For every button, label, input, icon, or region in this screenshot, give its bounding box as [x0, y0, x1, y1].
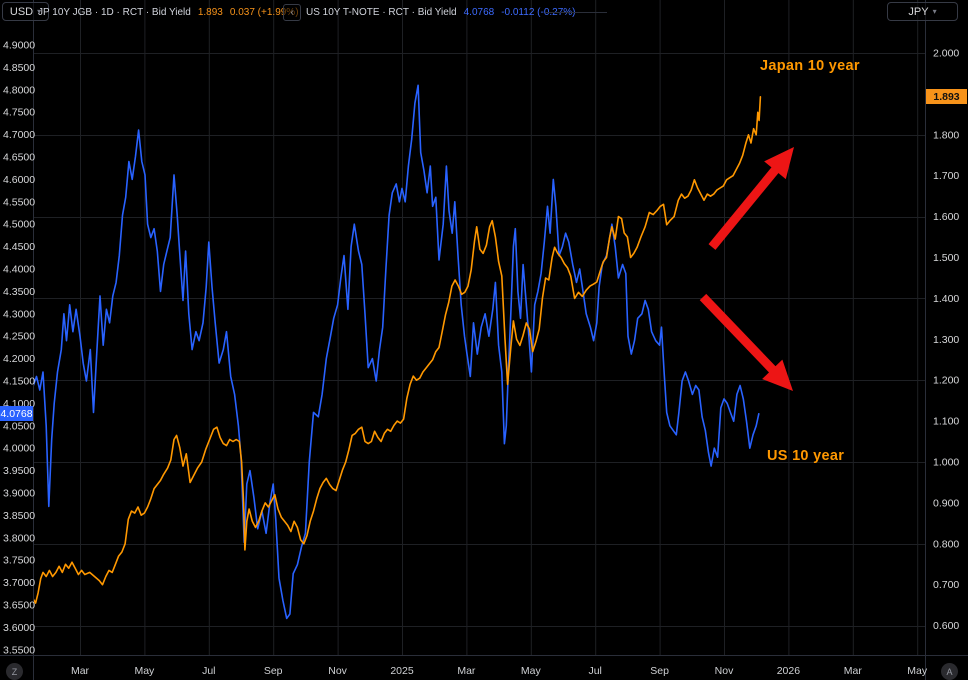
left-axis-tick-label: 4.8000 [3, 84, 35, 96]
right-axis-tick-label: 2.000 [933, 48, 959, 60]
left-axis-tick-label: 3.5500 [3, 644, 35, 656]
time-axis-tick-label: 2025 [390, 665, 414, 677]
left-price-axis[interactable]: 4.9000 4.8500 4.8000 4.7500 4.7000 4.6500 4.60… [3, 40, 35, 657]
left-axis-tick-label: 4.4500 [3, 241, 35, 253]
japan-10-year-annotation[interactable]: Japan 10 year [760, 58, 860, 74]
time-axis-tick-label: Nov [715, 665, 734, 677]
left-axis-tick-label: 4.3500 [3, 286, 35, 298]
left-axis-tick-label: 3.7000 [3, 577, 35, 589]
left-currency-label: USD [9, 5, 34, 18]
autoscale-button[interactable]: A [941, 663, 958, 680]
right-axis-tick-label: 1.400 [933, 293, 959, 305]
left-axis-tick-label: 4.2500 [3, 331, 35, 343]
right-axis-tick-label: 0.800 [933, 538, 959, 550]
left-axis-currency-button[interactable]: USD ▾ [2, 2, 49, 21]
time-axis[interactable]: Mar May Jul Sep Nov 2025 Mar May Jul Sep Nov 2026 Ma… [71, 665, 928, 677]
left-axis-tick-label: 4.0000 [3, 443, 35, 455]
left-axis-tick-label: 4.5000 [3, 219, 35, 231]
right-axis-tick-label: 0.900 [933, 497, 959, 509]
time-axis-tick-label: Mar [844, 665, 863, 677]
time-axis-tick-label: Sep [650, 665, 669, 677]
left-axis-tick-label: 4.6000 [3, 174, 35, 186]
legend-jp-price: 1.893 [197, 6, 223, 18]
timezone-button[interactable]: Z [6, 663, 23, 680]
jp-last-price-tag: 1.893 [926, 89, 967, 104]
left-axis-tick-label: 4.0500 [3, 420, 35, 432]
right-axis-tick-label: 1.800 [933, 129, 959, 141]
chevron-left-icon: ‹ [290, 7, 294, 18]
trend-arrows[interactable] [699, 147, 794, 391]
time-axis-tick-label: Mar [71, 665, 90, 677]
right-axis-currency-button[interactable]: JPY ▾ [887, 2, 958, 21]
left-axis-tick-label: 4.7500 [3, 107, 35, 119]
left-axis-tick-label: 3.6000 [3, 622, 35, 634]
time-axis-tick-label: May [134, 665, 155, 677]
left-axis-tick-label: 4.3000 [3, 308, 35, 320]
right-axis-tick-label: 1.300 [933, 334, 959, 346]
left-axis-tick-label: 4.5500 [3, 196, 35, 208]
legend-us-price: 4.0768 [463, 6, 495, 18]
right-axis-tick-label: 1.100 [933, 416, 959, 428]
us-10y-line[interactable] [33, 84, 760, 620]
right-axis-tick-label: 1.600 [933, 211, 959, 223]
left-axis-tick-label: 3.7500 [3, 555, 35, 567]
grid-lines [33, 0, 925, 655]
arrow-down-icon[interactable] [699, 293, 793, 391]
right-axis-tick-label: 0.600 [933, 620, 959, 632]
time-axis-tick-label: Sep [264, 665, 283, 677]
legend-jp-change: 0.037 (+1.99%) [229, 6, 299, 18]
left-axis-tick-label: 3.8500 [3, 510, 35, 522]
left-axis-tick-label: 3.9500 [3, 465, 35, 477]
right-axis-tick-label: 0.700 [933, 579, 959, 591]
time-axis-tick-label: Nov [328, 665, 347, 677]
left-axis-tick-label: 4.9000 [3, 40, 35, 52]
right-axis-tick-label: 1.000 [933, 457, 959, 469]
legend-us-change: -0.0112 (-0.27%) [501, 6, 576, 18]
left-axis-tick-label: 4.8500 [3, 62, 35, 74]
arrow-up-icon[interactable] [708, 147, 794, 250]
chevron-down-icon: ▾ [37, 6, 42, 16]
legend-us-10y[interactable]: US 10Y T-NOTE · RCT · Bid Yield 4.0768 -… [306, 0, 576, 24]
legend-collapse-button[interactable]: ‹ [283, 4, 301, 21]
left-axis-tick-label: 3.6500 [3, 600, 35, 612]
legend-jp-10y[interactable]: JP 10Y JGB · 1D · RCT · Bid Yield 1.893 … [38, 0, 299, 24]
right-axis-tick-label: 1.500 [933, 252, 959, 264]
legend-jp-title: JP 10Y JGB · 1D · RCT · Bid Yield [38, 6, 191, 18]
time-axis-tick-label: May [521, 665, 542, 677]
time-axis-tick-label: Jul [202, 665, 215, 677]
time-axis-tick-label: May [907, 665, 928, 677]
chart-top-bar: USD ▾ JP 10Y JGB · 1D · RCT · Bid Yield … [0, 0, 968, 24]
us-10-year-annotation[interactable]: US 10 year [767, 448, 845, 464]
left-axis-tick-label: 4.1500 [3, 376, 35, 388]
left-axis-tick-label: 4.4000 [3, 264, 35, 276]
right-currency-label: JPY [908, 5, 929, 18]
time-axis-tick-label: Mar [457, 665, 476, 677]
jp-10y-line[interactable] [33, 96, 762, 604]
right-axis-tick-label: 1.700 [933, 170, 959, 182]
time-axis-tick-label: Jul [588, 665, 601, 677]
legend-us-title: US 10Y T-NOTE · RCT · Bid Yield [306, 6, 457, 18]
time-axis-tick-label: 2026 [777, 665, 801, 677]
left-axis-tick-label: 3.9000 [3, 488, 35, 500]
left-axis-tick-label: 4.7000 [3, 129, 35, 141]
right-price-axis[interactable]: 2.0001.9001.8001.7001.6001.5001.4001.300… [933, 48, 959, 633]
left-axis-tick-label: 4.2000 [3, 353, 35, 365]
chevron-down-icon: ▾ [932, 6, 937, 16]
right-axis-tick-label: 1.200 [933, 375, 959, 387]
left-axis-tick-label: 4.6500 [3, 152, 35, 164]
us-last-price-tag: 4.0768 [0, 406, 33, 421]
legend-divider-line [545, 12, 607, 13]
left-axis-tick-label: 3.8000 [3, 532, 35, 544]
